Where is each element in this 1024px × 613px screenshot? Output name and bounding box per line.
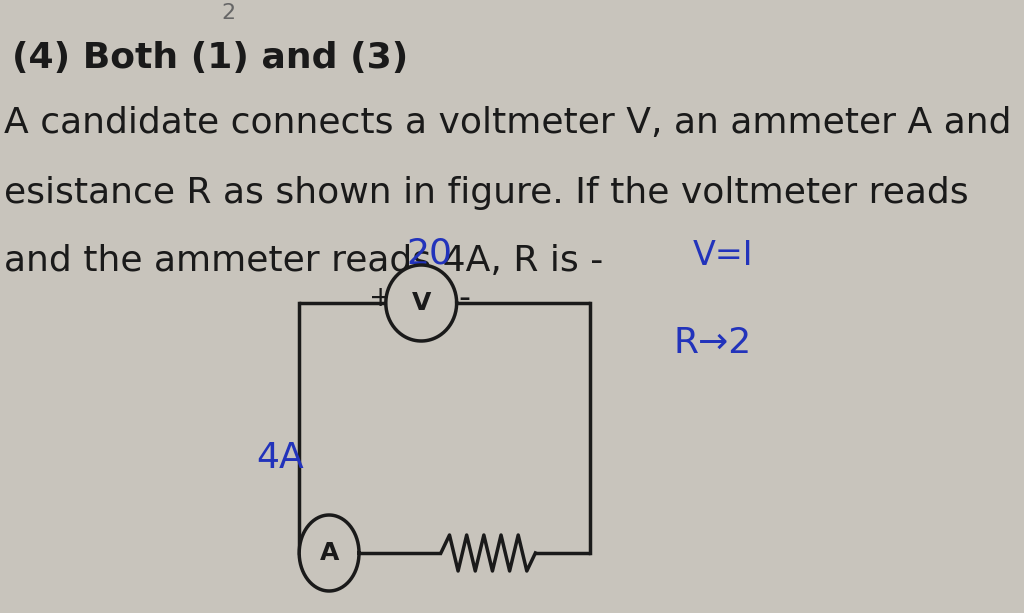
Text: +: + — [369, 284, 392, 312]
Text: 20: 20 — [407, 236, 452, 270]
Text: (4) Both (1) and (3): (4) Both (1) and (3) — [12, 41, 408, 75]
Polygon shape — [299, 515, 359, 591]
Text: V=I: V=I — [693, 238, 754, 272]
Text: -: - — [459, 281, 470, 314]
Text: A: A — [319, 541, 339, 565]
Text: 4A: 4A — [256, 441, 304, 475]
Text: and the ammeter reads 4A, R is -: and the ammeter reads 4A, R is - — [4, 244, 603, 278]
Text: A candidate connects a voltmeter V, an ammeter A and: A candidate connects a voltmeter V, an a… — [4, 106, 1012, 140]
Text: V: V — [412, 291, 431, 315]
Polygon shape — [386, 265, 457, 341]
Text: 2: 2 — [221, 3, 236, 23]
Text: R→2: R→2 — [673, 326, 752, 360]
Text: esistance R as shown in figure. If the voltmeter reads: esistance R as shown in figure. If the v… — [4, 176, 969, 210]
